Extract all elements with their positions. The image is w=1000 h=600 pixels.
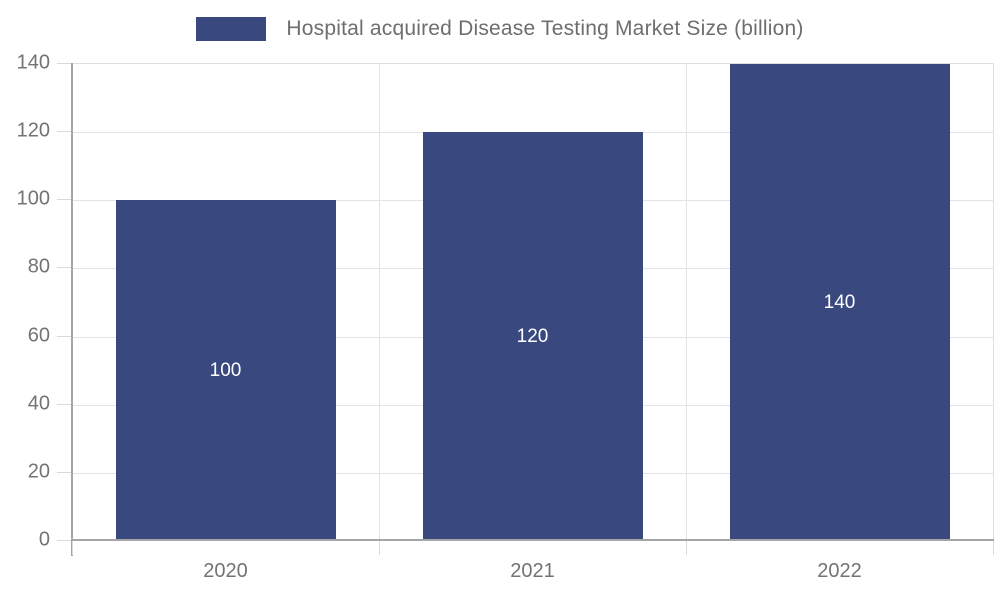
y-tick-mark-140: [57, 63, 71, 64]
y-tick-mark-120: [57, 131, 71, 133]
bar-2020: 100: [115, 200, 336, 541]
gridline-x-1: [379, 64, 380, 541]
x-tick-label-2022: 2022: [817, 560, 862, 582]
y-tick-label-60: 60: [27, 324, 50, 347]
x-axis-line: [72, 539, 994, 541]
y-tick-label-100: 100: [16, 187, 50, 210]
y-axis-line: [71, 63, 73, 556]
legend: Hospital acquired Disease Testing Market…: [0, 17, 1000, 41]
y-tick-mark-40: [57, 403, 71, 405]
x-tick-label-2021: 2021: [510, 560, 555, 582]
y-tick-label-20: 20: [27, 460, 50, 483]
plot-area: 100 120 140: [72, 63, 994, 541]
y-tick-mark-80: [57, 267, 71, 269]
x-tick-mark-2: [686, 541, 687, 555]
y-tick-label-120: 120: [16, 119, 50, 142]
gridline-x-2: [686, 64, 687, 541]
y-tick-mark-60: [57, 335, 71, 337]
y-tick-mark-20: [57, 471, 71, 473]
y-tick-mark-100: [57, 199, 71, 201]
legend-label: Hospital acquired Disease Testing Market…: [286, 17, 804, 40]
bar-value-label-2021: 120: [516, 325, 549, 347]
x-tick-mark-1: [379, 541, 380, 555]
x-tick-mark-0: [72, 541, 73, 555]
y-tick-label-40: 40: [27, 392, 50, 415]
bar-2022: 140: [729, 64, 950, 541]
bar-value-label-2020: 100: [209, 359, 242, 381]
x-tick-mark-3: [993, 541, 994, 555]
y-tick-label-140: 140: [16, 51, 50, 74]
y-tick-mark-0: [57, 540, 71, 541]
bar-2021: 120: [422, 132, 643, 541]
y-tick-label-80: 80: [27, 255, 50, 278]
y-tick-label-0: 0: [38, 528, 50, 551]
legend-swatch: [196, 17, 267, 41]
bar-value-label-2022: 140: [823, 291, 856, 313]
x-tick-label-2020: 2020: [203, 560, 248, 582]
